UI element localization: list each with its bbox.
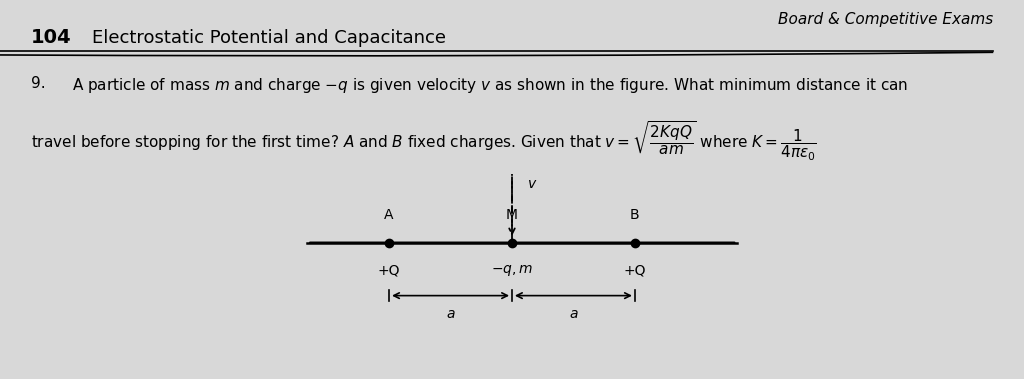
Text: $-q, m$: $-q, m$ [490, 263, 534, 279]
Text: Electrostatic Potential and Capacitance: Electrostatic Potential and Capacitance [92, 30, 446, 47]
Text: Board & Competitive Exams: Board & Competitive Exams [778, 11, 993, 27]
Text: A particle of mass $m$ and charge $-q$ is given velocity $v$ as shown in the fig: A particle of mass $m$ and charge $-q$ i… [72, 76, 908, 95]
Text: 9.: 9. [31, 76, 45, 91]
Text: +Q: +Q [624, 263, 646, 277]
Text: 104: 104 [31, 28, 72, 47]
Text: $a$: $a$ [568, 307, 579, 321]
Text: A: A [384, 208, 394, 222]
Text: +Q: +Q [378, 263, 400, 277]
Text: travel before stopping for the first time? $A$ and $B$ fixed charges. Given that: travel before stopping for the first tim… [31, 119, 817, 163]
Text: $v$: $v$ [527, 177, 538, 191]
Text: M: M [506, 208, 518, 222]
Text: $a$: $a$ [445, 307, 456, 321]
Text: B: B [630, 208, 640, 222]
